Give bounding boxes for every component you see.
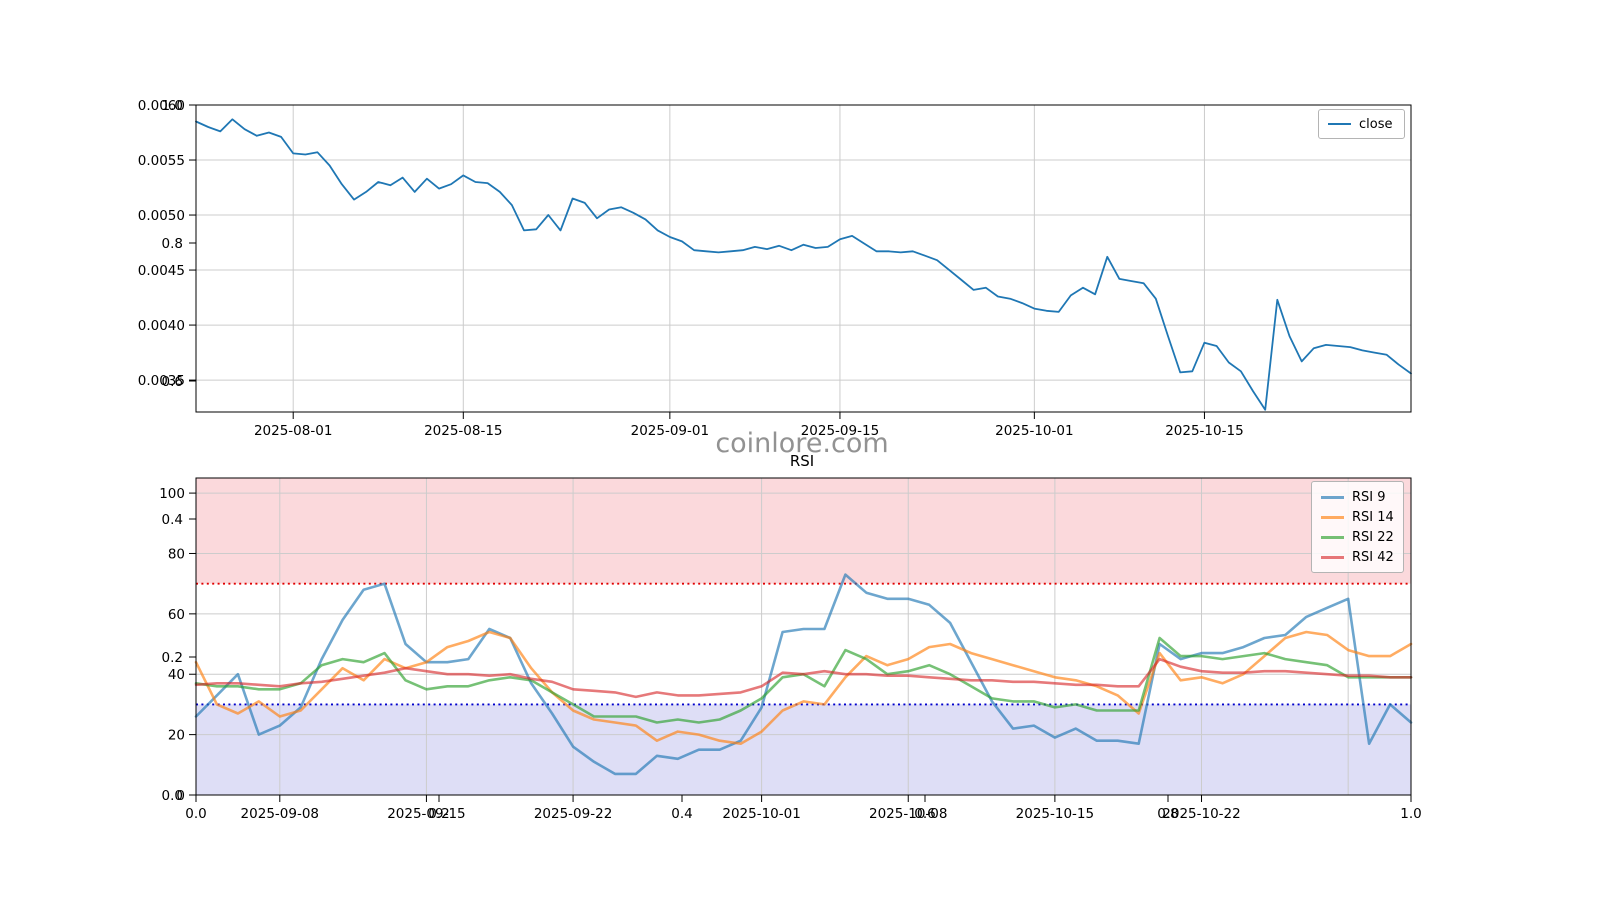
rsi22-line-swatch — [1321, 535, 1344, 539]
rsi14-line-swatch — [1321, 515, 1344, 519]
close-line-swatch — [1328, 122, 1351, 126]
svg-text:2025-09-15: 2025-09-15 — [801, 423, 879, 439]
rsi22-legend-label: RSI 22 — [1352, 529, 1394, 545]
svg-text:0.2: 0.2 — [162, 650, 183, 666]
rsi42-legend-label: RSI 42 — [1352, 549, 1394, 565]
svg-text:2025-09-22: 2025-09-22 — [534, 806, 612, 822]
legend-item-rsi22: RSI 22 — [1312, 527, 1403, 547]
svg-text:0.0: 0.0 — [162, 788, 183, 804]
svg-text:0.0: 0.0 — [185, 806, 206, 822]
svg-text:2025-08-15: 2025-08-15 — [424, 423, 502, 439]
svg-text:2025-10-08: 2025-10-08 — [869, 806, 947, 822]
legend-item-rsi14: RSI 14 — [1312, 507, 1403, 527]
svg-text:0.0055: 0.0055 — [138, 153, 185, 169]
rsi-legend: RSI 9 RSI 14 RSI 22 RSI 42 — [1311, 481, 1404, 573]
svg-text:1.0: 1.0 — [162, 98, 183, 114]
svg-text:2025-09-15: 2025-09-15 — [387, 806, 465, 822]
svg-text:2025-08-01: 2025-08-01 — [254, 423, 332, 439]
svg-text:0.8: 0.8 — [162, 236, 183, 252]
rsi-subplot-title: RSI — [789, 452, 815, 470]
svg-text:0.4: 0.4 — [162, 512, 183, 528]
svg-text:0.0045: 0.0045 — [138, 263, 185, 279]
legend-item-close: close — [1319, 114, 1401, 134]
rsi42-line-swatch — [1321, 555, 1344, 559]
svg-text:0: 0 — [176, 788, 185, 804]
svg-text:0.6: 0.6 — [914, 806, 935, 822]
svg-text:0.0050: 0.0050 — [138, 208, 185, 224]
svg-text:60: 60 — [168, 607, 185, 623]
legend-item-rsi42: RSI 42 — [1312, 547, 1403, 567]
close-legend-label: close — [1359, 116, 1393, 132]
svg-text:2025-09-01: 2025-09-01 — [631, 423, 709, 439]
svg-text:1.0: 1.0 — [1400, 806, 1421, 822]
svg-text:0.0040: 0.0040 — [138, 318, 185, 334]
rsi9-line-swatch — [1321, 495, 1344, 499]
svg-text:2025-10-15: 2025-10-15 — [1165, 423, 1243, 439]
svg-text:20: 20 — [168, 728, 185, 744]
svg-text:80: 80 — [168, 546, 185, 562]
rsi9-legend-label: RSI 9 — [1352, 489, 1386, 505]
svg-text:2025-10-01: 2025-10-01 — [995, 423, 1073, 439]
legend-item-rsi9: RSI 9 — [1312, 487, 1403, 507]
svg-text:2025-09-08: 2025-09-08 — [241, 806, 319, 822]
svg-text:100: 100 — [159, 486, 185, 502]
svg-text:0.2: 0.2 — [428, 806, 449, 822]
svg-text:2025-10-22: 2025-10-22 — [1162, 806, 1240, 822]
svg-text:2025-10-01: 2025-10-01 — [722, 806, 800, 822]
rsi14-legend-label: RSI 14 — [1352, 509, 1394, 525]
svg-text:0.8: 0.8 — [1157, 806, 1178, 822]
svg-text:0.6: 0.6 — [162, 374, 183, 390]
svg-text:0.0060: 0.0060 — [138, 98, 185, 114]
price-legend: close — [1318, 109, 1405, 139]
svg-text:0.4: 0.4 — [671, 806, 692, 822]
svg-text:0.0035: 0.0035 — [138, 373, 185, 389]
svg-text:2025-10-15: 2025-10-15 — [1016, 806, 1094, 822]
watermark: coinlore.com — [715, 428, 889, 459]
svg-text:40: 40 — [168, 667, 185, 683]
